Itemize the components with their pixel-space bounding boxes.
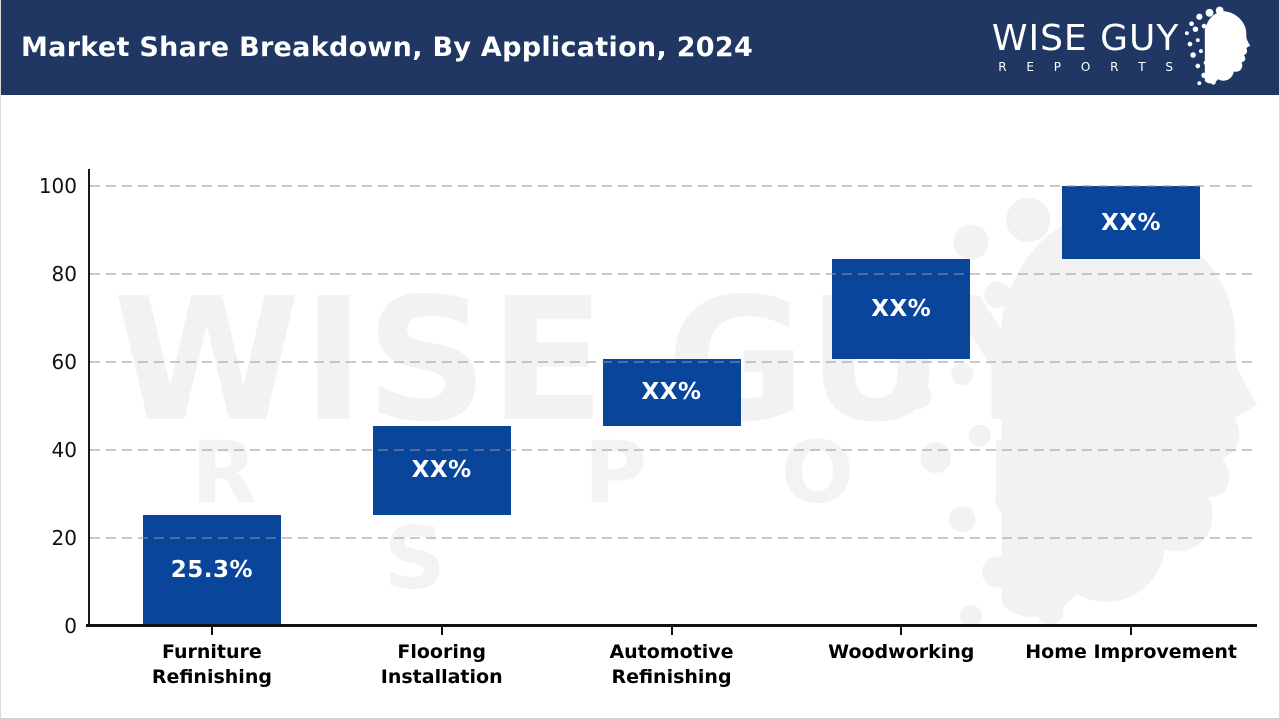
bar-value-label: XX%	[411, 457, 472, 484]
watermark-head-icon	[889, 184, 1257, 627]
x-axis-label-4: Woodworking	[828, 641, 975, 663]
x-axis-label-2: Flooring Installation	[380, 641, 503, 688]
bar-value-label: XX%	[871, 295, 932, 322]
brand-subtitle: R E P O R T S	[998, 60, 1181, 74]
y-axis-line	[88, 169, 90, 626]
bar-value-label: XX%	[1101, 209, 1162, 236]
gridline-60	[90, 361, 1257, 363]
bar-woodworking: XX%	[832, 259, 971, 359]
y-tick-label: 100	[38, 174, 77, 198]
x-axis-label-5: Home Improvement	[1025, 641, 1237, 663]
y-tick-label: 0	[64, 614, 77, 638]
x-tick	[440, 627, 443, 635]
x-axis-line	[86, 624, 1257, 627]
bar-value-label: 25.3%	[170, 557, 254, 584]
bar-flooring-installation: XX%	[372, 425, 511, 515]
x-axis-label-1: Furniture Refinishing	[151, 641, 272, 688]
x-tick	[1130, 627, 1133, 635]
bar-automotive-refinishing: XX%	[602, 358, 741, 426]
y-tick-label: 60	[51, 350, 77, 374]
gridline-40	[90, 449, 1257, 451]
y-tick-label: 40	[51, 438, 77, 462]
dotted-head-icon	[1184, 6, 1251, 85]
brand-name: WISE GUY	[991, 18, 1180, 59]
gridline-100	[90, 185, 1257, 187]
gridline-20	[90, 537, 1257, 539]
brand-logo: WISE GUY R E P O R T S	[990, 5, 1255, 91]
y-tick-label: 20	[51, 526, 77, 550]
x-tick	[670, 627, 673, 635]
x-tick	[900, 627, 903, 635]
brand-logo-text: WISE GUY R E P O R T S	[990, 18, 1181, 75]
bar-furniture-refinishing: 25.3%	[142, 514, 281, 626]
header-bar: Market Share Breakdown, By Application, …	[1, 0, 1279, 95]
x-tick	[210, 627, 213, 635]
page-title: Market Share Breakdown, By Application, …	[21, 32, 754, 63]
bar-home-improvement: XX%	[1062, 186, 1201, 260]
gridline-80	[90, 273, 1257, 275]
bar-value-label: XX%	[641, 379, 702, 406]
y-tick-label: 80	[51, 262, 77, 286]
x-axis-label-3: Automotive Refinishing	[609, 641, 734, 688]
